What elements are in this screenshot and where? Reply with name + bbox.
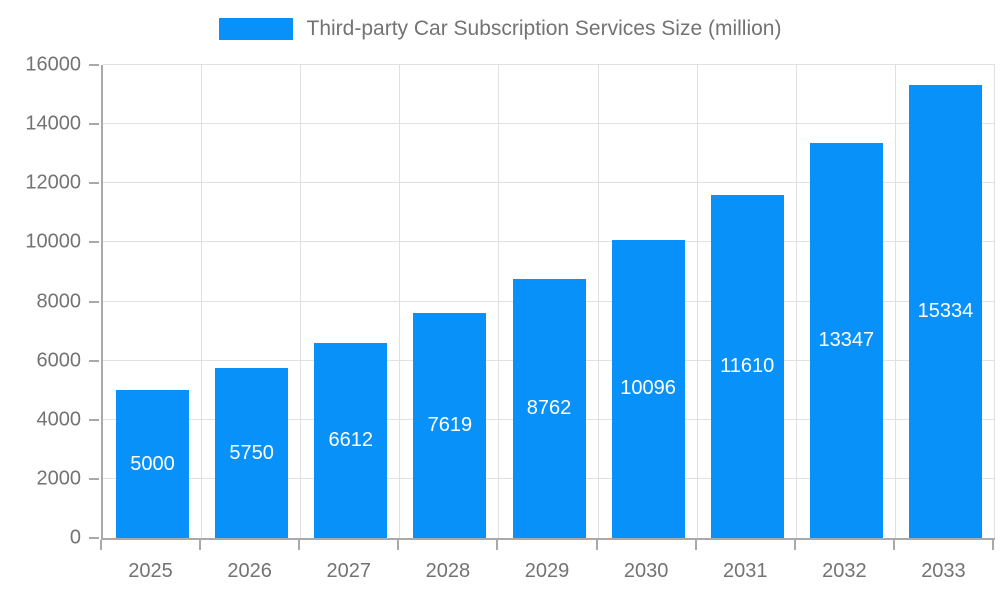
y-axis-label: 14000 <box>25 112 81 135</box>
bar-value-label: 10096 <box>620 377 676 400</box>
y-grid-line <box>103 241 995 243</box>
x-axis-label: 2027 <box>326 560 372 582</box>
x-grid-line <box>300 65 302 538</box>
bar[interactable]: 13347 <box>809 143 883 538</box>
bar[interactable]: 10096 <box>611 239 685 538</box>
x-axis-label: 2031 <box>722 560 768 582</box>
bar-value-label: 8762 <box>526 396 572 419</box>
x-grid-line <box>994 65 995 538</box>
legend-swatch <box>218 17 293 40</box>
bar-value-label: 13347 <box>818 329 875 352</box>
y-axis-tick <box>89 123 99 126</box>
bar-value-label: 15334 <box>917 299 974 322</box>
y-axis-label: 10000 <box>25 230 81 253</box>
y-axis-label: 6000 <box>36 349 82 372</box>
legend-item[interactable]: Third-party Car Subscription Services Si… <box>0 16 1000 41</box>
y-axis-tick <box>89 300 99 303</box>
y-axis-label: 12000 <box>25 171 81 194</box>
y-axis-label: 4000 <box>36 408 82 431</box>
x-axis-tick <box>992 540 994 550</box>
bar[interactable]: 5750 <box>215 368 289 538</box>
bar[interactable]: 7619 <box>413 312 487 538</box>
y-axis-label: 2000 <box>36 467 82 490</box>
x-axis-label: 2032 <box>822 560 867 582</box>
y-axis-tick <box>89 477 99 480</box>
x-grid-line <box>498 65 500 538</box>
x-grid-line <box>201 65 203 538</box>
plot-area: 5000 5750 6612 7619 8762 10096 11610 13347 15334 <box>101 64 995 540</box>
y-axis-tick <box>89 241 99 244</box>
x-axis-tick <box>793 540 796 550</box>
legend-label: Third-party Car Subscription Services Si… <box>306 17 782 40</box>
bar-value-label: 5000 <box>130 452 175 475</box>
x-grid-line <box>696 65 698 538</box>
bar[interactable]: 15334 <box>908 84 982 538</box>
bar-value-label: 7619 <box>427 413 473 436</box>
x-axis-label: 2033 <box>921 560 966 582</box>
bar[interactable]: 6612 <box>314 342 388 538</box>
y-axis-tick <box>89 182 99 185</box>
x-axis-tick <box>298 540 301 550</box>
y-grid-line <box>103 123 995 125</box>
bar-value-label: 11610 <box>720 354 775 377</box>
y-axis-label: 8000 <box>36 290 82 312</box>
x-axis-tick <box>496 540 499 550</box>
y-axis-label: 0 <box>69 526 81 549</box>
x-axis-label: 2030 <box>623 560 669 582</box>
bar[interactable]: 8762 <box>512 278 586 538</box>
x-axis-tick <box>892 540 895 550</box>
x-grid-line <box>795 65 797 538</box>
x-axis-label: 2025 <box>128 560 173 582</box>
x-axis-tick <box>595 540 598 550</box>
y-grid-line <box>103 182 995 184</box>
x-axis-tick <box>199 540 202 550</box>
bar-value-label: 5750 <box>229 441 274 464</box>
y-axis-label: 16000 <box>25 53 81 76</box>
bar[interactable]: 11610 <box>710 194 784 538</box>
x-axis-label: 2026 <box>227 560 272 582</box>
y-axis-tick <box>89 537 99 539</box>
y-axis-tick <box>89 418 99 421</box>
x-axis-tick <box>397 540 400 550</box>
y-axis-tick <box>89 64 99 66</box>
x-grid-line <box>894 65 896 538</box>
bar[interactable]: 5000 <box>116 390 190 538</box>
x-grid-line <box>597 65 599 538</box>
x-axis-tick <box>694 540 697 550</box>
x-axis-label: 2028 <box>425 560 471 582</box>
x-grid-line <box>399 65 401 538</box>
y-axis-tick <box>89 359 99 362</box>
y-grid-line <box>103 64 995 65</box>
x-axis-tick <box>100 540 102 550</box>
bar-value-label: 6612 <box>328 428 374 451</box>
x-axis-label: 2029 <box>524 560 570 582</box>
